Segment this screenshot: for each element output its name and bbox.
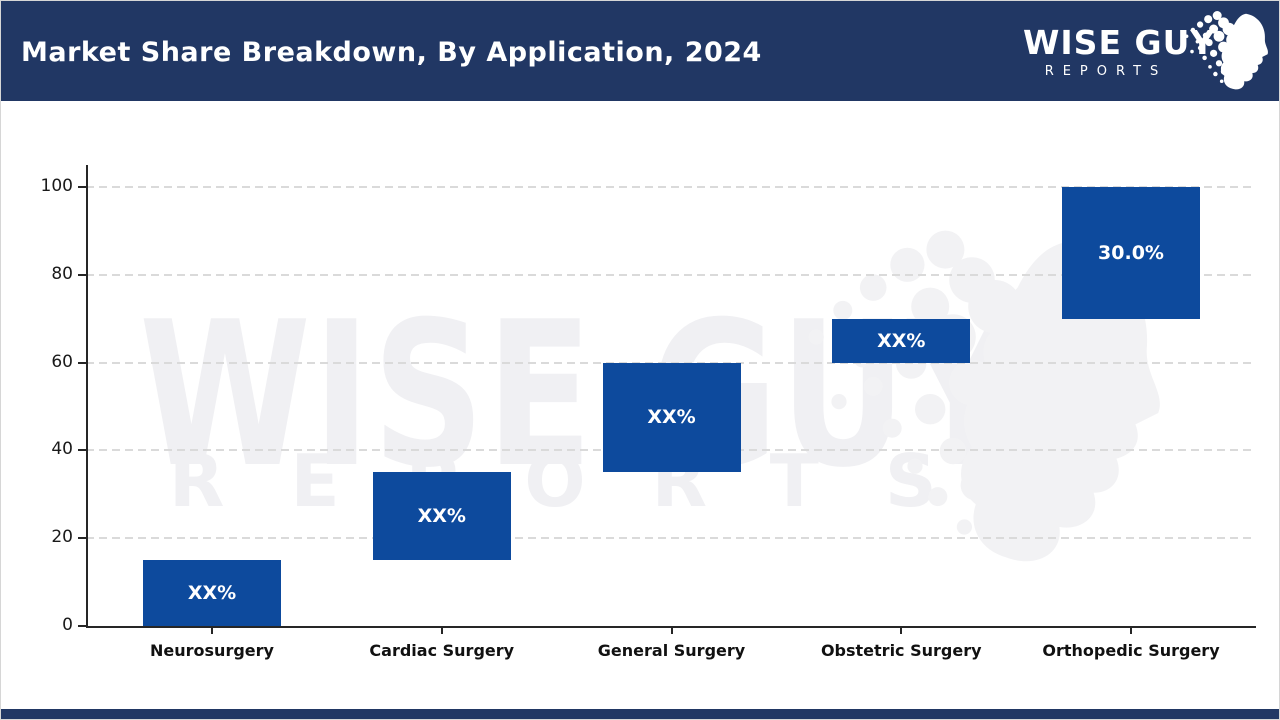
x-axis-category-label: Orthopedic Surgery bbox=[1042, 641, 1220, 660]
x-axis-category-label: Cardiac Surgery bbox=[369, 641, 515, 660]
header-bar: Market Share Breakdown, By Application, … bbox=[1, 1, 1279, 101]
waterfall-chart: 0 20 40 60 80 100 XX% Neurosurgery XX% Cardiac Su… bbox=[1, 101, 1279, 711]
logo-wordmark: WISE GUY bbox=[1023, 23, 1216, 62]
bar-value-label: XX% bbox=[647, 406, 696, 429]
wiseguy-logo: WISE GUY REPORTS bbox=[1023, 9, 1273, 95]
y-tick-mark bbox=[78, 273, 86, 276]
y-axis-tick-label: 40 bbox=[51, 439, 73, 460]
gridline-y80 bbox=[86, 273, 1256, 276]
x-tick-mark bbox=[1130, 626, 1132, 634]
bar-value-label: XX% bbox=[417, 505, 466, 528]
y-axis-line bbox=[86, 165, 88, 628]
bar-cardiac-surgery: XX% bbox=[372, 472, 511, 561]
x-axis-category-label: Obstetric Surgery bbox=[820, 641, 982, 660]
x-tick-mark bbox=[900, 626, 903, 634]
bar-general-surgery: XX% bbox=[602, 362, 741, 473]
y-axis-tick-label: 20 bbox=[51, 527, 73, 548]
x-axis-category-label: Neurosurgery bbox=[150, 641, 274, 660]
x-axis-category-label: General Surgery bbox=[597, 641, 746, 660]
y-axis-tick-label: 60 bbox=[51, 351, 73, 372]
gridline-y20 bbox=[86, 537, 1256, 540]
y-axis-tick-label: 100 bbox=[40, 176, 73, 196]
bar-obstetric-surgery: XX% bbox=[832, 318, 971, 363]
logo-subtext: REPORTS bbox=[1044, 64, 1168, 79]
y-tick-mark bbox=[78, 186, 86, 188]
x-tick-mark bbox=[670, 626, 673, 634]
watermark-subtext: REPORTS bbox=[169, 439, 1003, 523]
y-tick-mark bbox=[78, 625, 86, 627]
y-axis-tick-label: 0 bbox=[62, 615, 73, 635]
bar-value-label: XX% bbox=[187, 582, 237, 605]
x-tick-mark bbox=[211, 626, 213, 634]
y-tick-mark bbox=[78, 537, 86, 540]
chart-title: Market Share Breakdown, By Application, … bbox=[21, 37, 762, 68]
wiseguy-head-icon bbox=[1184, 11, 1268, 90]
bar-value-label: XX% bbox=[877, 329, 926, 352]
bar-neurosurgery: XX% bbox=[143, 560, 281, 626]
x-tick-mark bbox=[440, 626, 443, 634]
bar-value-label: 30.0% bbox=[1098, 241, 1164, 264]
y-tick-mark bbox=[78, 449, 86, 452]
gridline-y100 bbox=[86, 186, 1256, 188]
x-axis-line bbox=[86, 626, 1256, 628]
y-tick-mark bbox=[78, 361, 86, 364]
footer-bar bbox=[1, 709, 1279, 719]
bar-orthopedic-surgery: 30.0% bbox=[1062, 187, 1200, 319]
y-axis-tick-label: 80 bbox=[51, 263, 73, 284]
